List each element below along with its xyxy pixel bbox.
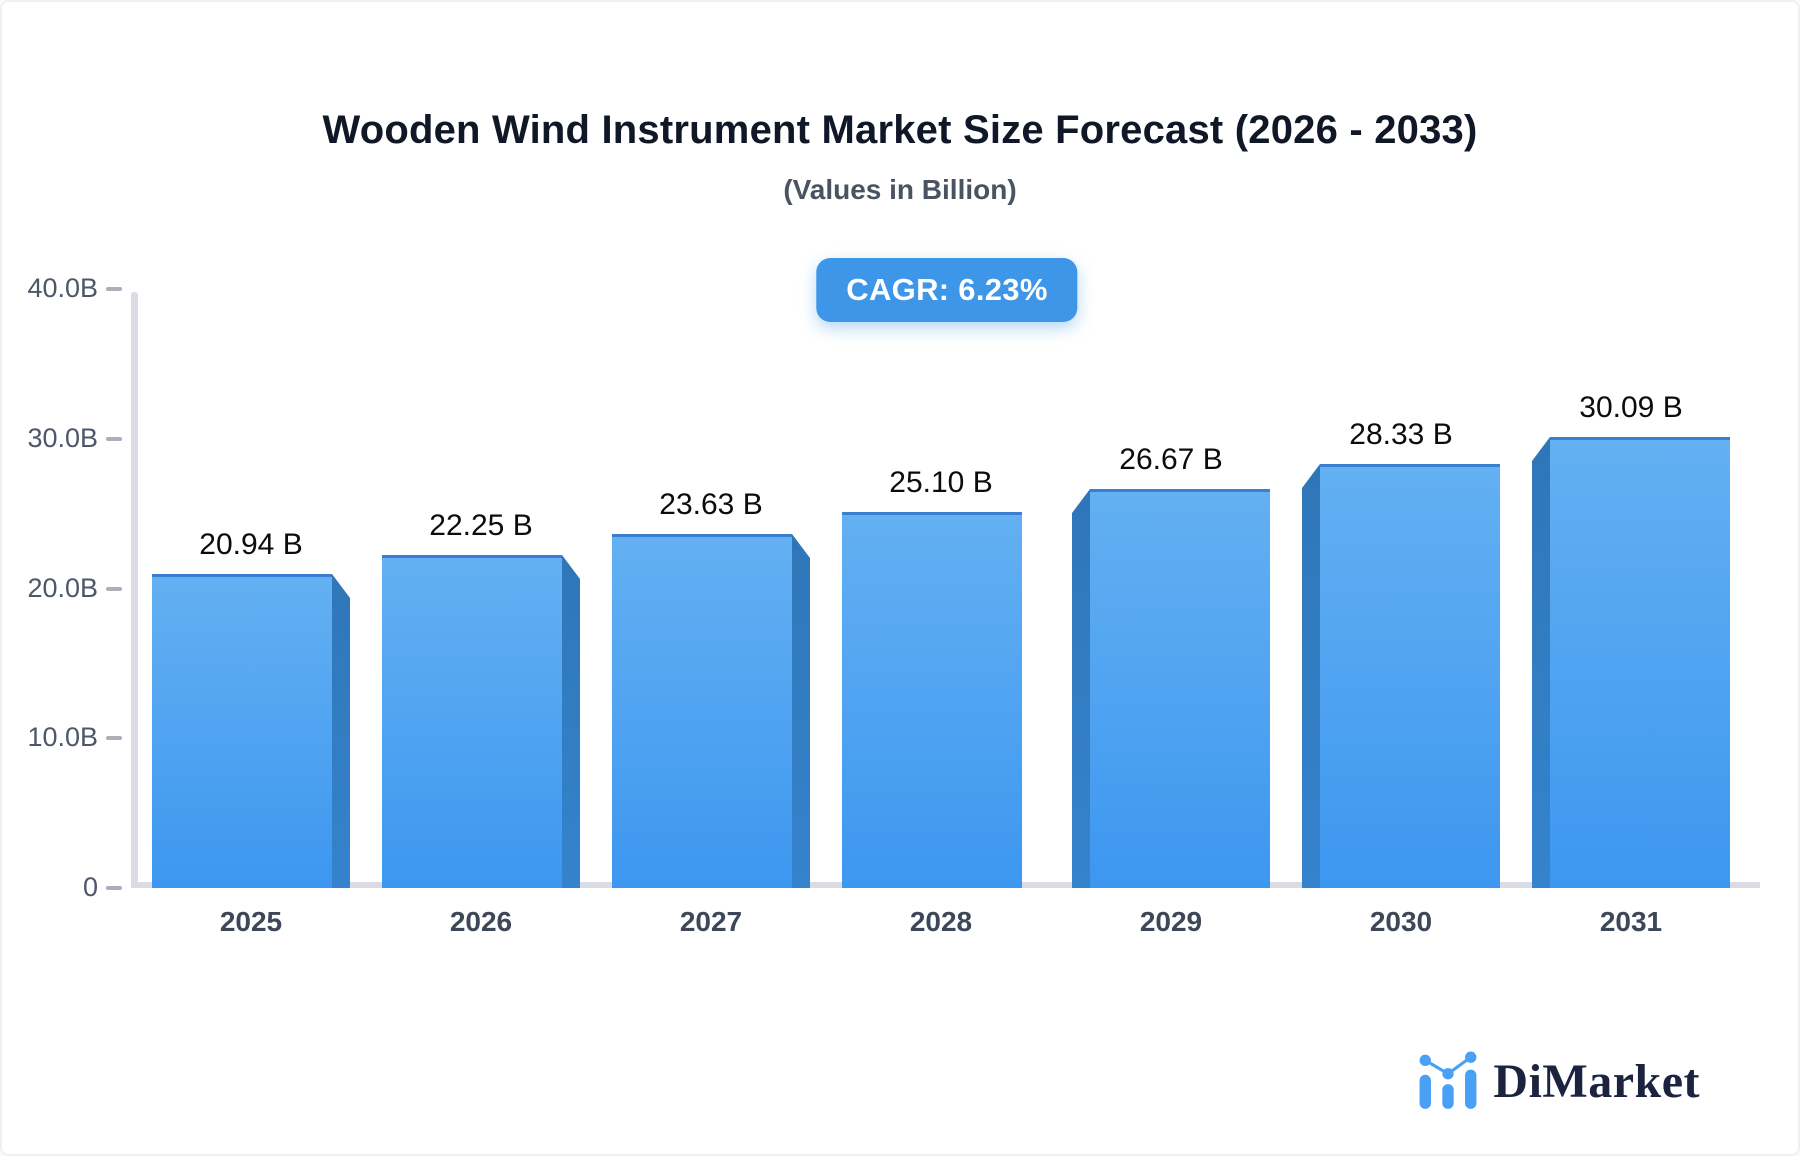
y-axis-line <box>131 292 138 888</box>
bar-2025 <box>152 574 350 888</box>
x-axis-label: 2030 <box>1369 906 1433 937</box>
bar-2031 <box>1532 437 1730 888</box>
bar-face <box>1550 437 1730 888</box>
bar-2026 <box>382 555 580 888</box>
dimarket-bars-icon <box>1417 1050 1479 1112</box>
bar-side-bevel <box>562 555 580 888</box>
y-axis-tick-label: 0 <box>82 872 98 902</box>
bar-face <box>382 555 562 888</box>
bar-side-bevel <box>1302 464 1320 888</box>
bar-side-bevel <box>332 574 350 888</box>
cagr-badge: CAGR: 6.23% <box>816 258 1078 322</box>
bar-side-bevel <box>1532 437 1550 888</box>
bar-value-label: 26.67 B <box>1119 443 1223 476</box>
y-axis-tick-label: 20.0B <box>27 572 98 603</box>
bar-2027 <box>612 534 810 888</box>
y-axis-tick-mark <box>106 586 122 591</box>
bar-value-label: 22.25 B <box>429 509 533 542</box>
bar-side-bevel <box>1072 489 1090 888</box>
chart-subtitle: (Values in Billion) <box>783 174 1017 205</box>
x-axis-label: 2031 <box>1599 906 1663 937</box>
bar-2028 <box>842 512 1040 888</box>
bar-face <box>842 512 1022 888</box>
x-axis-label: 2029 <box>1139 906 1203 937</box>
bar-2029 <box>1072 489 1270 888</box>
chart-title: Wooden Wind Instrument Market Size Forec… <box>322 108 1478 152</box>
bar-value-label: 28.33 B <box>1349 418 1453 451</box>
x-axis-label: 2025 <box>219 906 283 937</box>
bar-face <box>152 574 332 888</box>
y-axis-tick-label: 30.0B <box>27 422 98 453</box>
bar-face <box>612 534 792 888</box>
y-axis-tick-mark <box>106 886 122 890</box>
x-axis-label: 2027 <box>679 906 743 937</box>
brand-logo: DiMarket <box>1417 1050 1700 1112</box>
bar-value-label: 30.09 B <box>1579 391 1683 424</box>
bar-2030 <box>1302 464 1500 888</box>
y-axis-tick-label: 40.0B <box>27 273 98 303</box>
bar-side-bevel <box>792 534 810 888</box>
bar-face <box>1320 464 1500 888</box>
y-axis-tick-mark <box>106 436 122 441</box>
y-axis-tick-mark <box>106 287 122 291</box>
bar-value-label: 20.94 B <box>199 528 303 561</box>
bar-value-label: 25.10 B <box>889 466 993 499</box>
y-axis-tick-mark <box>106 736 122 741</box>
bar-face <box>1090 489 1270 888</box>
bar-value-label: 23.63 B <box>659 488 763 521</box>
x-axis-label: 2026 <box>449 906 513 937</box>
x-axis-label: 2028 <box>909 906 973 937</box>
y-axis-tick-label: 10.0B <box>27 722 98 753</box>
brand-name: DiMarket <box>1493 1054 1700 1108</box>
